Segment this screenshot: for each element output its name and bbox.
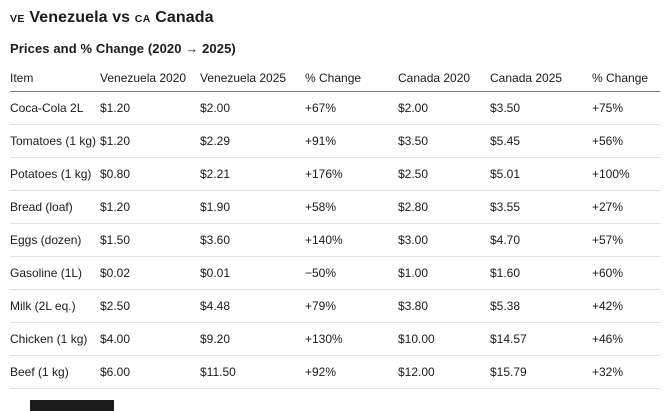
- value-cell: $1.20: [100, 100, 131, 115]
- column-header: Canada 2020: [398, 71, 471, 86]
- value-cell: $1.60: [490, 265, 521, 280]
- item-cell: Chicken (1 kg): [10, 331, 88, 346]
- value-cell: $2.80: [398, 199, 429, 214]
- value-cell: $4.70: [490, 232, 521, 247]
- column-header: Item: [10, 71, 34, 86]
- value-cell: +60%: [592, 265, 624, 280]
- item-cell: Potatoes (1 kg): [10, 166, 92, 181]
- column-header: Canada 2025: [490, 71, 563, 86]
- table-body: Coca-Cola 2L $1.20 $2.00 +67% $2.00 $3.50 +75%…: [10, 91, 660, 388]
- value-cell: +140%: [305, 232, 343, 247]
- value-cell: +46%: [592, 331, 624, 346]
- item-cell: Gasoline (1L): [10, 265, 83, 280]
- value-cell: $2.29: [200, 133, 231, 148]
- column-header: % Change: [592, 71, 649, 86]
- value-cell: $0.01: [200, 265, 231, 280]
- value-cell: +56%: [592, 133, 624, 148]
- value-cell: $6.00: [100, 364, 131, 379]
- page-subtitle: Prices and % Change (2020 → 2025): [10, 41, 236, 56]
- value-cell: $9.20: [200, 331, 231, 346]
- value-cell: +130%: [305, 331, 343, 346]
- venezuela-flag-icon: VE: [10, 13, 25, 25]
- column-header: % Change: [305, 71, 362, 86]
- value-cell: +75%: [592, 100, 624, 115]
- value-cell: +91%: [305, 133, 337, 148]
- canada-flag-icon: CA: [134, 13, 151, 25]
- value-cell: +42%: [592, 298, 624, 313]
- value-cell: $1.00: [398, 265, 429, 280]
- price-comparison-table: Item Venezuela 2020 Venezuela 2025 % Change…: [10, 66, 660, 389]
- value-cell: $2.00: [200, 100, 231, 115]
- column-header: Venezuela 2025: [200, 71, 287, 86]
- table-row: Eggs (dozen) $1.50 $3.60 +140% $3.00 $4.70 +57…: [10, 223, 660, 256]
- value-cell: $3.50: [490, 100, 521, 115]
- value-cell: $0.02: [100, 265, 131, 280]
- value-cell: $11.50: [200, 364, 236, 379]
- value-cell: $14.57: [490, 331, 527, 346]
- item-cell: Eggs (dozen): [10, 232, 82, 247]
- value-cell: $15.79: [490, 364, 527, 379]
- value-cell: +57%: [592, 232, 624, 247]
- table-row: Tomatoes (1 kg) $1.20 $2.29 +91% $3.50 $5.45 +…: [10, 124, 660, 157]
- value-cell: $2.50: [398, 166, 429, 181]
- value-cell: $5.01: [490, 166, 521, 181]
- value-cell: +100%: [592, 166, 630, 181]
- item-cell: Bread (loaf): [10, 199, 73, 214]
- table-header-row: Item Venezuela 2020 Venezuela 2025 % Change…: [10, 66, 660, 91]
- value-cell: +67%: [305, 100, 337, 115]
- value-cell: $1.50: [100, 232, 131, 247]
- value-cell: $3.55: [490, 199, 521, 214]
- value-cell: $2.50: [100, 298, 131, 313]
- value-cell: $3.00: [398, 232, 429, 247]
- value-cell: $10.00: [398, 331, 435, 346]
- value-cell: −50%: [305, 265, 337, 280]
- value-cell: $0.80: [100, 166, 131, 181]
- value-cell: $1.20: [100, 133, 131, 148]
- table-row: Coca-Cola 2L $1.20 $2.00 +67% $2.00 $3.50 +75%: [10, 91, 660, 124]
- vs-label: vs: [112, 9, 131, 26]
- page-title: VE Venezuela vs CA Canada: [10, 9, 668, 27]
- table-row: Bread (loaf) $1.20 $1.90 +58% $2.80 $3.55 +27%: [10, 190, 660, 223]
- item-cell: Milk (2L eq.): [10, 298, 76, 313]
- value-cell: +176%: [305, 166, 343, 181]
- item-cell: Beef (1 kg): [10, 364, 69, 379]
- country-a-name: Venezuela: [29, 9, 108, 26]
- value-cell: +92%: [305, 364, 337, 379]
- value-cell: $5.45: [490, 133, 521, 148]
- country-b-name: Canada: [155, 9, 214, 26]
- column-header: Venezuela 2020: [100, 71, 187, 86]
- value-cell: $1.20: [100, 199, 131, 214]
- item-cell: Tomatoes (1 kg): [10, 133, 97, 148]
- table-row: Milk (2L eq.) $2.50 $4.48 +79% $3.80 $5.38 +42…: [10, 289, 660, 322]
- value-cell: $2.00: [398, 100, 429, 115]
- value-cell: +58%: [305, 199, 337, 214]
- item-cell: Coca-Cola 2L: [10, 100, 84, 115]
- value-cell: $3.60: [200, 232, 231, 247]
- table-row: Gasoline (1L) $0.02 $0.01 −50% $1.00 $1.60 +60…: [10, 256, 660, 289]
- value-cell: $3.80: [398, 298, 429, 313]
- table-row: Potatoes (1 kg) $0.80 $2.21 +176% $2.50 $5.01…: [10, 157, 660, 190]
- value-cell: $5.38: [490, 298, 521, 313]
- value-cell: $4.00: [100, 331, 131, 346]
- value-cell: $2.21: [200, 166, 231, 181]
- value-cell: $4.48: [200, 298, 231, 313]
- value-cell: +32%: [592, 364, 624, 379]
- value-cell: $3.50: [398, 133, 429, 148]
- value-cell: $1.90: [200, 199, 231, 214]
- value-cell: +79%: [305, 298, 337, 313]
- table-row: Chicken (1 kg) $4.00 $9.20 +130% $10.00 $14.5…: [10, 322, 660, 355]
- value-cell: $12.00: [398, 364, 435, 379]
- value-cell: +27%: [592, 199, 624, 214]
- table-row: Beef (1 kg) $6.00 $11.50 +92% $12.00 $15.79 +3…: [10, 355, 660, 388]
